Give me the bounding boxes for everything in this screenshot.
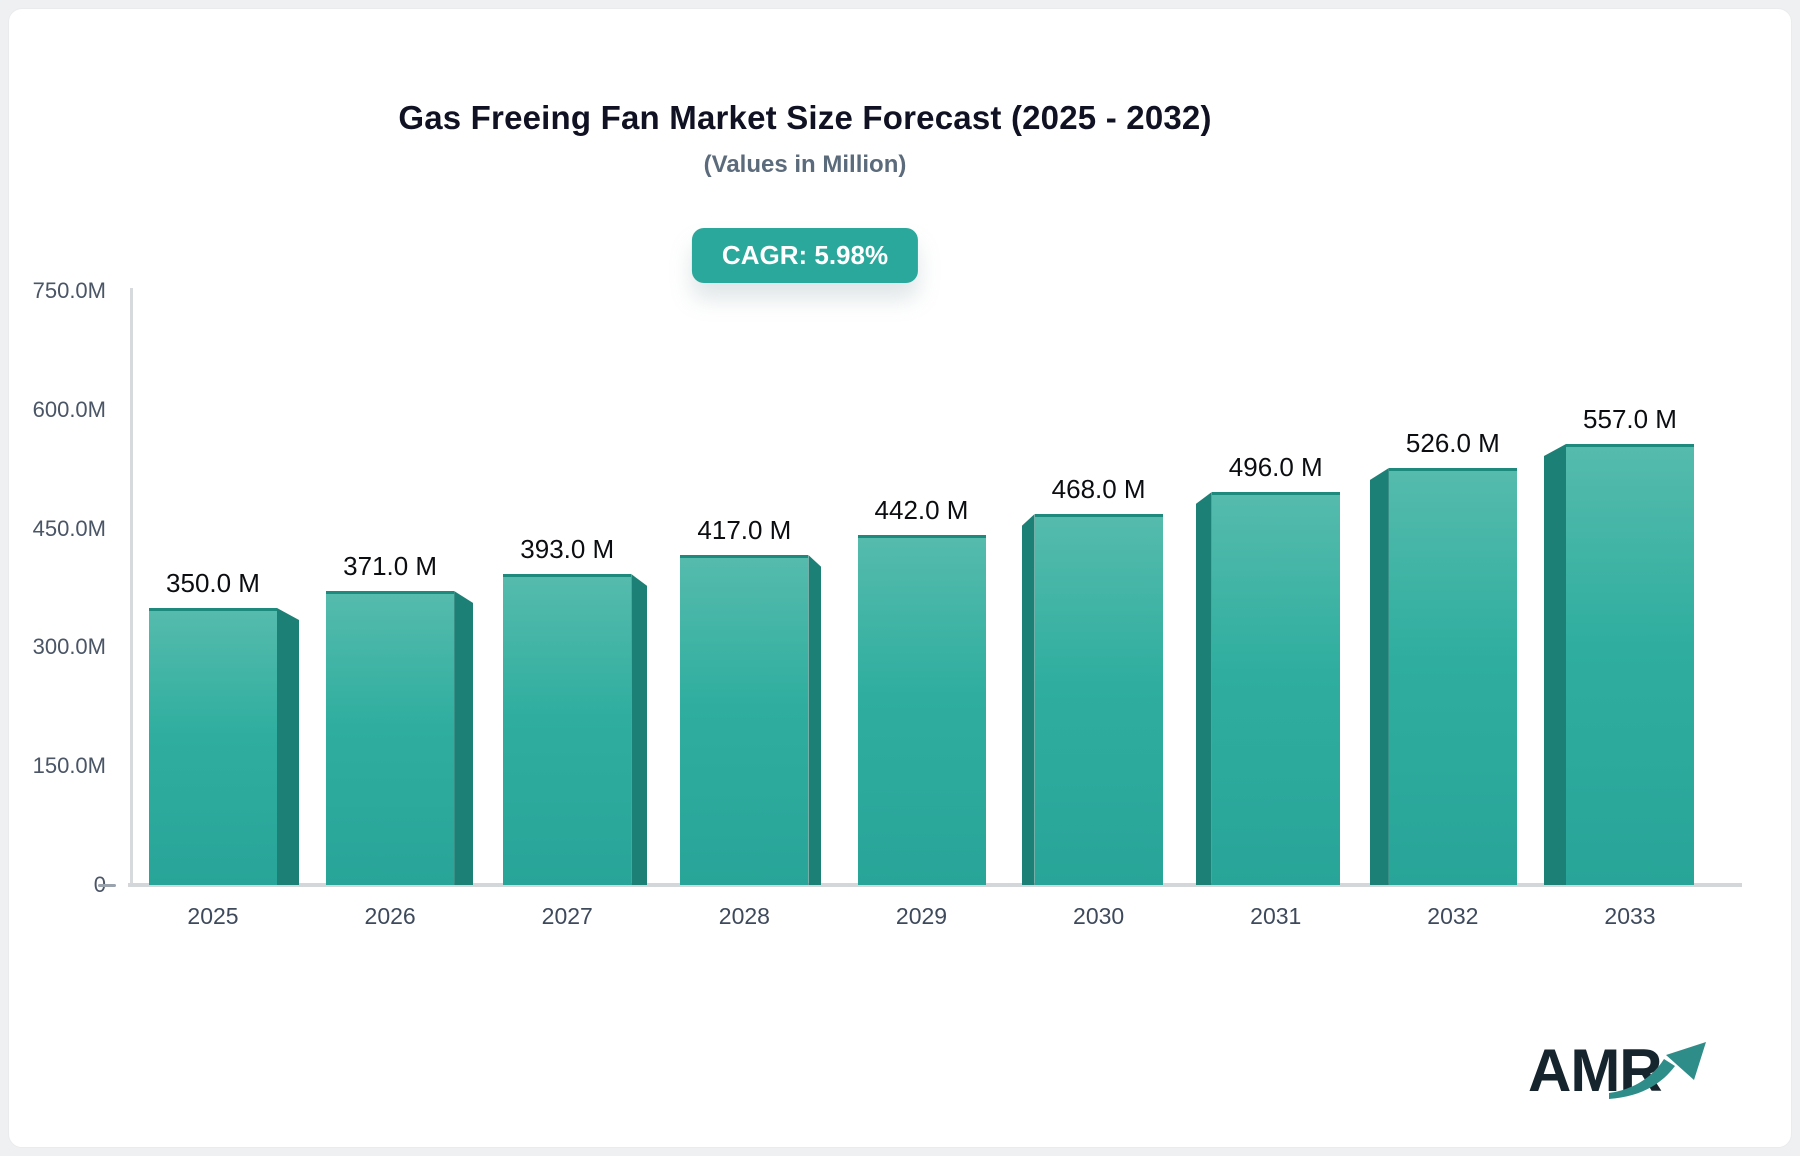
y-axis-label: 750.0M [32, 278, 106, 303]
bar-face [1388, 468, 1517, 885]
growth-arrow-icon [1609, 1042, 1706, 1099]
cagr-badge: CAGR: 5.98% [691, 228, 919, 283]
y-axis-label: 450.0M [32, 515, 106, 541]
x-axis-label: 2028 [718, 903, 770, 929]
bar-side [1195, 492, 1212, 885]
bar-group [149, 608, 299, 885]
bar-side [1544, 444, 1566, 885]
bar-side [631, 574, 648, 885]
bar-face [326, 591, 455, 885]
bar-face [1566, 444, 1694, 885]
y-axis-label: 300.0M [32, 634, 106, 660]
bar-value-label: 393.0 M [520, 534, 615, 564]
x-axis-label: 2027 [541, 903, 593, 929]
y-axis-line [130, 288, 133, 885]
bar-group [1195, 492, 1340, 885]
x-axis-label: 2032 [1427, 903, 1479, 929]
bar-face [1034, 514, 1163, 885]
x-axis-label: 2029 [895, 903, 948, 929]
x-axis-line [128, 883, 1742, 887]
bar-group [857, 535, 986, 885]
bar-value-label: 417.0 M [697, 515, 792, 545]
chart-subtitle: (Values in Million) [703, 151, 907, 178]
bar-group [503, 574, 648, 885]
bar-face [1211, 492, 1340, 885]
bar-side [1369, 468, 1389, 885]
bar-value-label: 442.0 M [874, 495, 969, 525]
bar-value-label: 496.0 M [1228, 452, 1323, 482]
amr-logo-text: AMR [1528, 1037, 1663, 1104]
bar-face [503, 574, 632, 885]
bar-value-label: 350.0 M [166, 568, 260, 598]
bar-group [1544, 444, 1694, 885]
bar-group [1021, 514, 1163, 885]
y-axis-tick [98, 884, 116, 887]
amr-logo: AMR [1528, 1036, 1718, 1116]
bar-side [454, 591, 474, 885]
y-axis-label: 0 [0, 872, 106, 898]
bar-value-label: 468.0 M [1051, 474, 1146, 504]
bar-face [680, 555, 809, 885]
bar-side [808, 555, 822, 885]
bar-group [326, 591, 474, 885]
x-axis-label: 2025 [187, 903, 239, 929]
bar-group [680, 555, 822, 885]
x-axis-label: 2033 [1604, 903, 1656, 929]
x-axis-label: 2030 [1073, 903, 1125, 929]
bar-side [1021, 514, 1035, 885]
chart-title: Gas Freeing Fan Market Size Forecast (20… [398, 99, 1212, 136]
bar-value-label: 371.0 M [343, 551, 438, 581]
x-axis-label: 2026 [364, 903, 416, 929]
bar-face [857, 535, 986, 885]
bar-value-label: 526.0 M [1405, 428, 1500, 458]
bar-face [149, 608, 277, 885]
x-axis-label: 2031 [1250, 903, 1302, 929]
y-axis-label: 150.0M [32, 753, 106, 779]
bar-side [277, 608, 299, 885]
y-axis-label: 600.0M [32, 396, 106, 422]
bar-group [1369, 468, 1517, 885]
bar-value-label: 557.0 M [1583, 404, 1677, 434]
